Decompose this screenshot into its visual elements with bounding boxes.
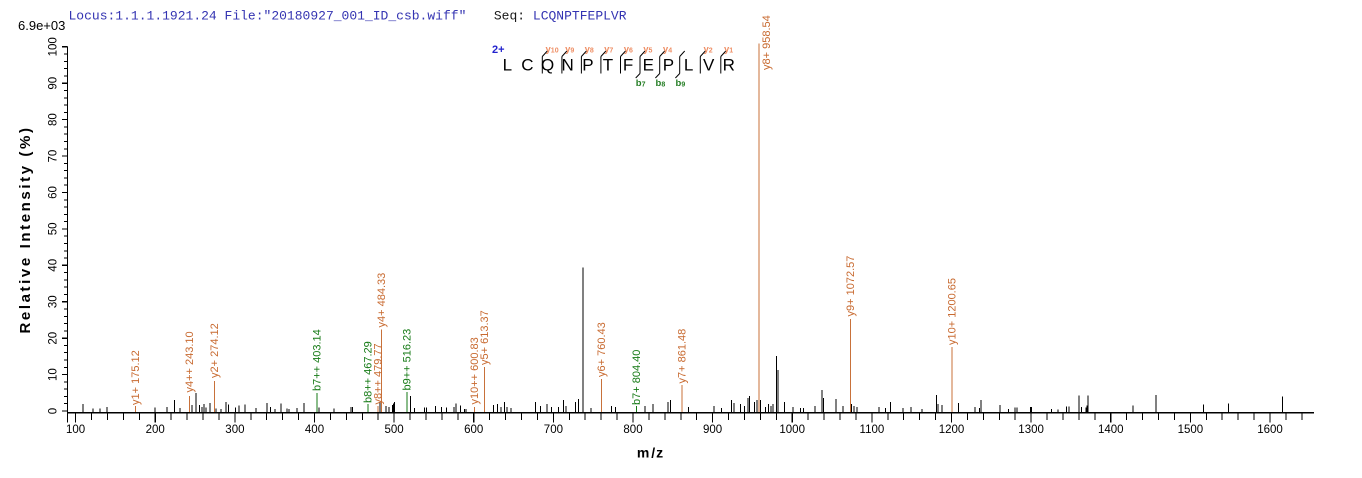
svg-text:E: E (643, 56, 654, 75)
svg-text:y8: y8 (585, 44, 594, 55)
svg-text:6.9e+03: 6.9e+03 (18, 18, 65, 33)
svg-text:y8+ 958.54: y8+ 958.54 (761, 15, 773, 70)
svg-text:70: 70 (48, 150, 60, 163)
svg-text:40: 40 (48, 259, 60, 272)
svg-text:0: 0 (48, 408, 60, 414)
svg-text:y7: y7 (604, 44, 613, 55)
svg-text:y7+ 861.48: y7+ 861.48 (677, 329, 689, 384)
svg-text:b7++ 403.14: b7++ 403.14 (312, 329, 324, 391)
svg-text:b7+ 804.40: b7+ 804.40 (631, 350, 643, 405)
svg-text:y1+ 175.12: y1+ 175.12 (130, 350, 142, 405)
svg-text:60: 60 (48, 186, 60, 199)
svg-text:300: 300 (225, 424, 244, 436)
svg-text:T: T (603, 56, 613, 75)
svg-text:200: 200 (146, 424, 165, 436)
svg-text:500: 500 (385, 424, 404, 436)
svg-text:F: F (623, 56, 633, 75)
svg-text:V: V (703, 56, 715, 75)
svg-text:y4++ 243.10: y4++ 243.10 (184, 331, 196, 392)
svg-text:1600: 1600 (1257, 424, 1283, 436)
svg-text:C: C (521, 56, 533, 75)
svg-text:b9++ 516.23: b9++ 516.23 (401, 329, 413, 391)
svg-text:y6+ 760.43: y6+ 760.43 (596, 322, 608, 377)
svg-text:y10+ 1200.65: y10+ 1200.65 (947, 278, 959, 345)
svg-text:50: 50 (48, 223, 60, 236)
svg-text:800: 800 (623, 424, 642, 436)
svg-text:y1: y1 (724, 44, 733, 55)
svg-text:b9: b9 (676, 78, 686, 89)
svg-text:100: 100 (66, 424, 85, 436)
svg-text:2+: 2+ (492, 44, 505, 56)
svg-text:y4+ 484.33: y4+ 484.33 (376, 273, 388, 328)
svg-text:y2+ 274.12: y2+ 274.12 (209, 323, 221, 378)
svg-text:L: L (503, 56, 512, 75)
svg-text:P: P (663, 56, 674, 75)
svg-text:b7: b7 (636, 78, 646, 89)
svg-text:y6: y6 (624, 44, 633, 55)
svg-text:30: 30 (48, 295, 60, 308)
svg-text:Q: Q (541, 56, 554, 75)
svg-text:900: 900 (703, 424, 722, 436)
svg-text:1100: 1100 (860, 424, 885, 436)
svg-text:b8: b8 (656, 78, 666, 89)
svg-text:N: N (562, 56, 574, 75)
svg-text:L: L (684, 56, 693, 75)
svg-text:700: 700 (544, 424, 563, 436)
svg-text:400: 400 (305, 424, 324, 436)
svg-text:100: 100 (48, 37, 60, 56)
svg-text:1200: 1200 (939, 424, 965, 436)
svg-text:y4: y4 (663, 44, 672, 55)
svg-text:10: 10 (48, 368, 60, 381)
svg-text:y9+ 1072.57: y9+ 1072.57 (845, 256, 857, 317)
svg-text:1400: 1400 (1098, 424, 1124, 436)
svg-text:y8++ 479.77: y8++ 479.77 (373, 343, 385, 404)
svg-text:Relative Intensity (%): Relative Intensity (%) (17, 125, 34, 333)
svg-text:y5: y5 (643, 44, 652, 55)
svg-text:1000: 1000 (779, 424, 805, 436)
svg-text:80: 80 (48, 113, 60, 126)
svg-text:y10++ 600.83: y10++ 600.83 (469, 337, 481, 404)
svg-text:600: 600 (464, 424, 483, 436)
svg-text:b8++ 467.29: b8++ 467.29 (363, 341, 375, 403)
svg-text:Locus:1.1.1.1921.24 File:"2018: Locus:1.1.1.1921.24 File:"20180927_001_I… (69, 9, 627, 24)
svg-text:1300: 1300 (1018, 424, 1044, 436)
svg-text:90: 90 (48, 77, 60, 90)
svg-text:y2: y2 (704, 44, 713, 55)
svg-text:y9: y9 (565, 44, 574, 55)
svg-text:1500: 1500 (1178, 424, 1204, 436)
svg-text:20: 20 (48, 332, 60, 345)
svg-text:R: R (723, 56, 735, 75)
svg-text:y5+ 613.37: y5+ 613.37 (479, 310, 491, 365)
svg-text:y10: y10 (546, 44, 559, 55)
svg-text:P: P (582, 56, 593, 75)
